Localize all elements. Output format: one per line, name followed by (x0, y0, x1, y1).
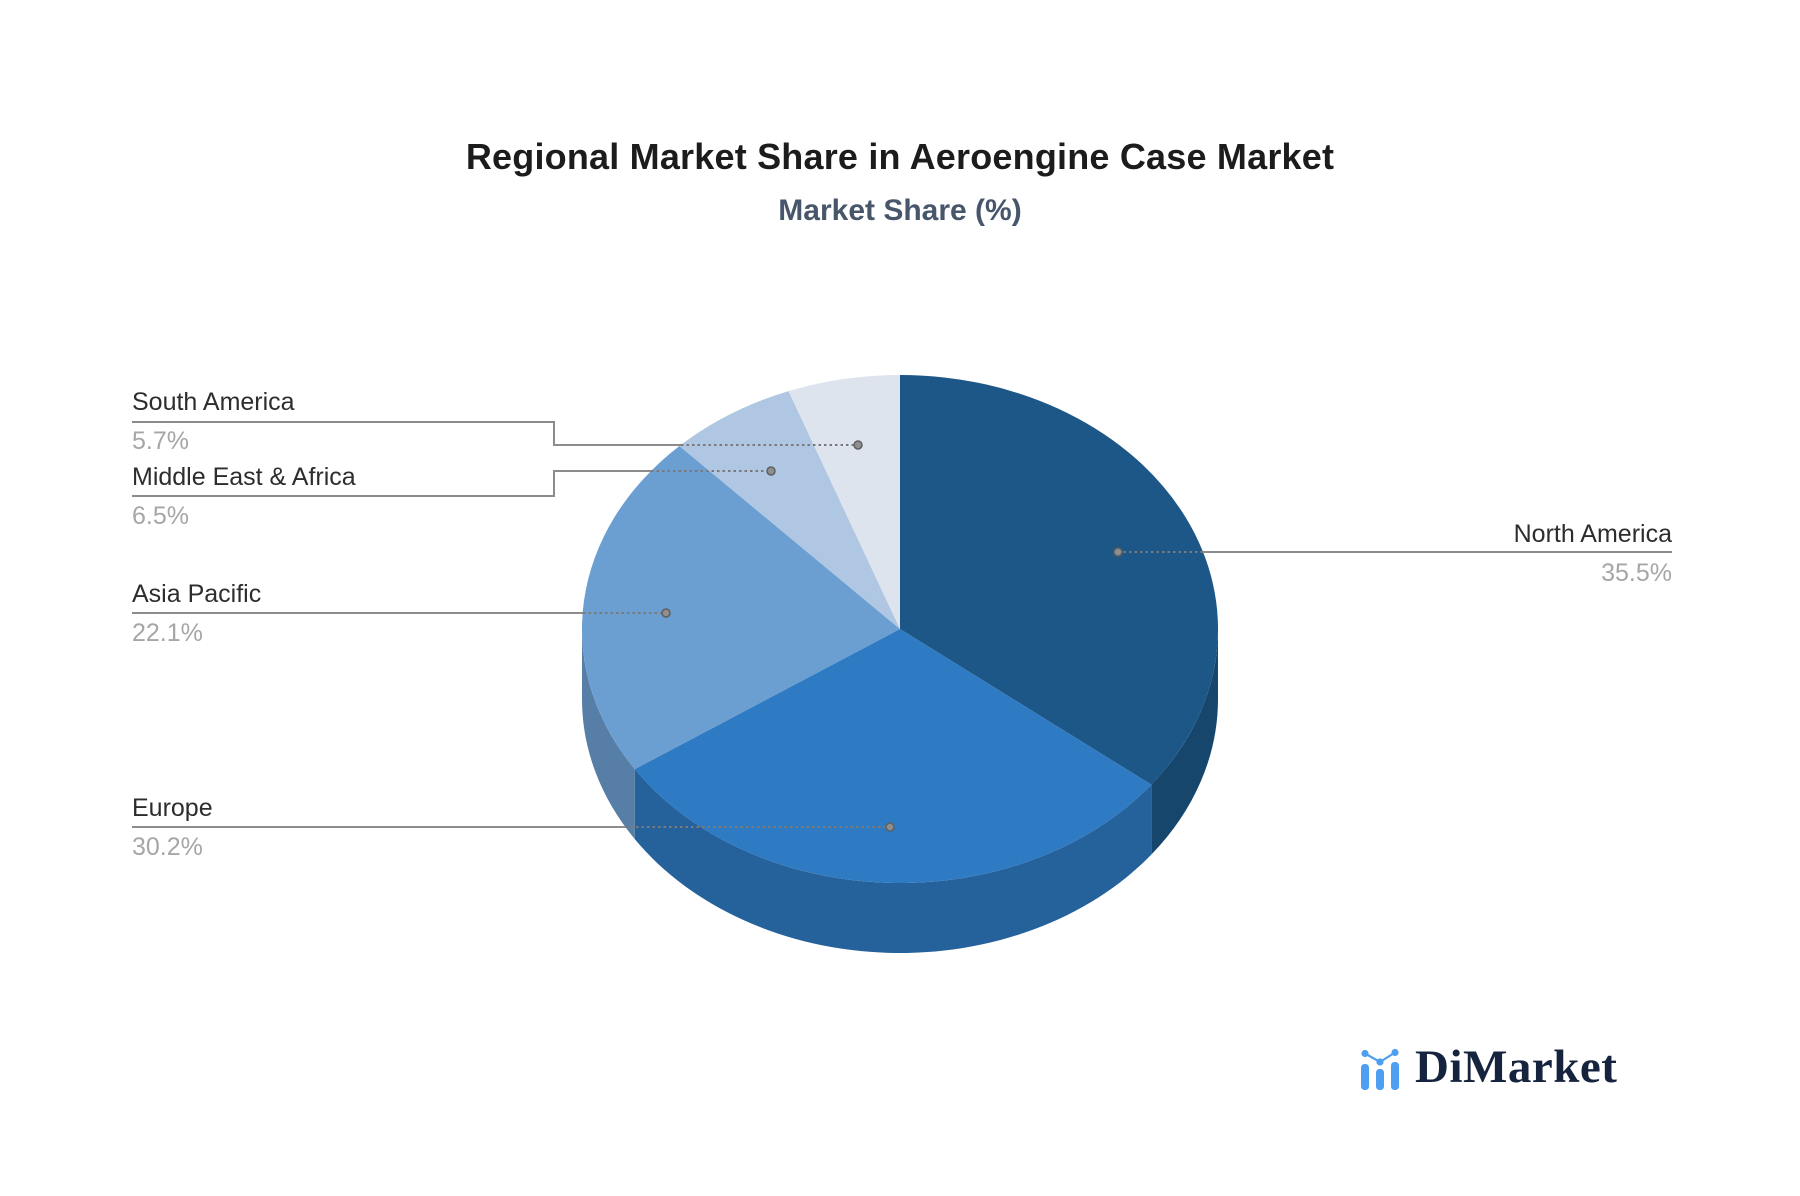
slice-label: Middle East & Africa (132, 463, 356, 491)
slice-value: 5.7% (132, 427, 189, 455)
pie-slice-south-america (788, 375, 900, 629)
callout-line-south-america (132, 421, 681, 446)
pie-slice-side-asia-pacific (582, 629, 635, 840)
callout-line-middle-east-africa (132, 470, 651, 497)
chart-title: Regional Market Share in Aeroengine Case… (465, 136, 1335, 177)
chart-subtitle: Market Share (%) (778, 194, 1022, 227)
slice-label: South America (132, 388, 295, 416)
pie-slice-north-america (900, 375, 1218, 785)
callout-dot-north-america (1113, 547, 1123, 557)
pie-slice-side-europe (634, 769, 1152, 953)
callout-europe: Europe 30.2% (132, 794, 213, 861)
callout-asia-pacific: Asia Pacific 22.1% (132, 580, 261, 647)
slice-label: North America (1513, 520, 1672, 548)
callout-dot-middle-east-africa (766, 466, 776, 476)
slice-value: 22.1% (132, 619, 203, 647)
slice-value: 30.2% (132, 833, 203, 861)
dimarket-logo: DiMarket (1360, 1036, 1617, 1092)
slice-label: Asia Pacific (132, 580, 262, 608)
pie-slice-middle-east-africa (679, 391, 900, 629)
pie-slice-europe (634, 629, 1152, 883)
callout-south-america: South America 5.7% (132, 388, 295, 455)
callout-dot-europe (885, 822, 895, 832)
slice-value: 6.5% (132, 502, 189, 530)
callout-dot-asia-pacific (661, 608, 671, 618)
slice-value: 35.5% (1601, 559, 1672, 587)
pie-slice-side-north-america (1151, 629, 1218, 855)
slice-label: Europe (132, 794, 213, 822)
callout-north-america: North America 35.5% (1514, 520, 1672, 587)
callout-dot-south-america (853, 440, 863, 450)
pie-slice-asia-pacific (582, 446, 900, 770)
bar-chart-trend-icon (1361, 1048, 1399, 1090)
callout-middle-east-africa: Middle East & Africa 6.5% (132, 463, 356, 530)
logo-text: DiMarket (1415, 1041, 1618, 1093)
